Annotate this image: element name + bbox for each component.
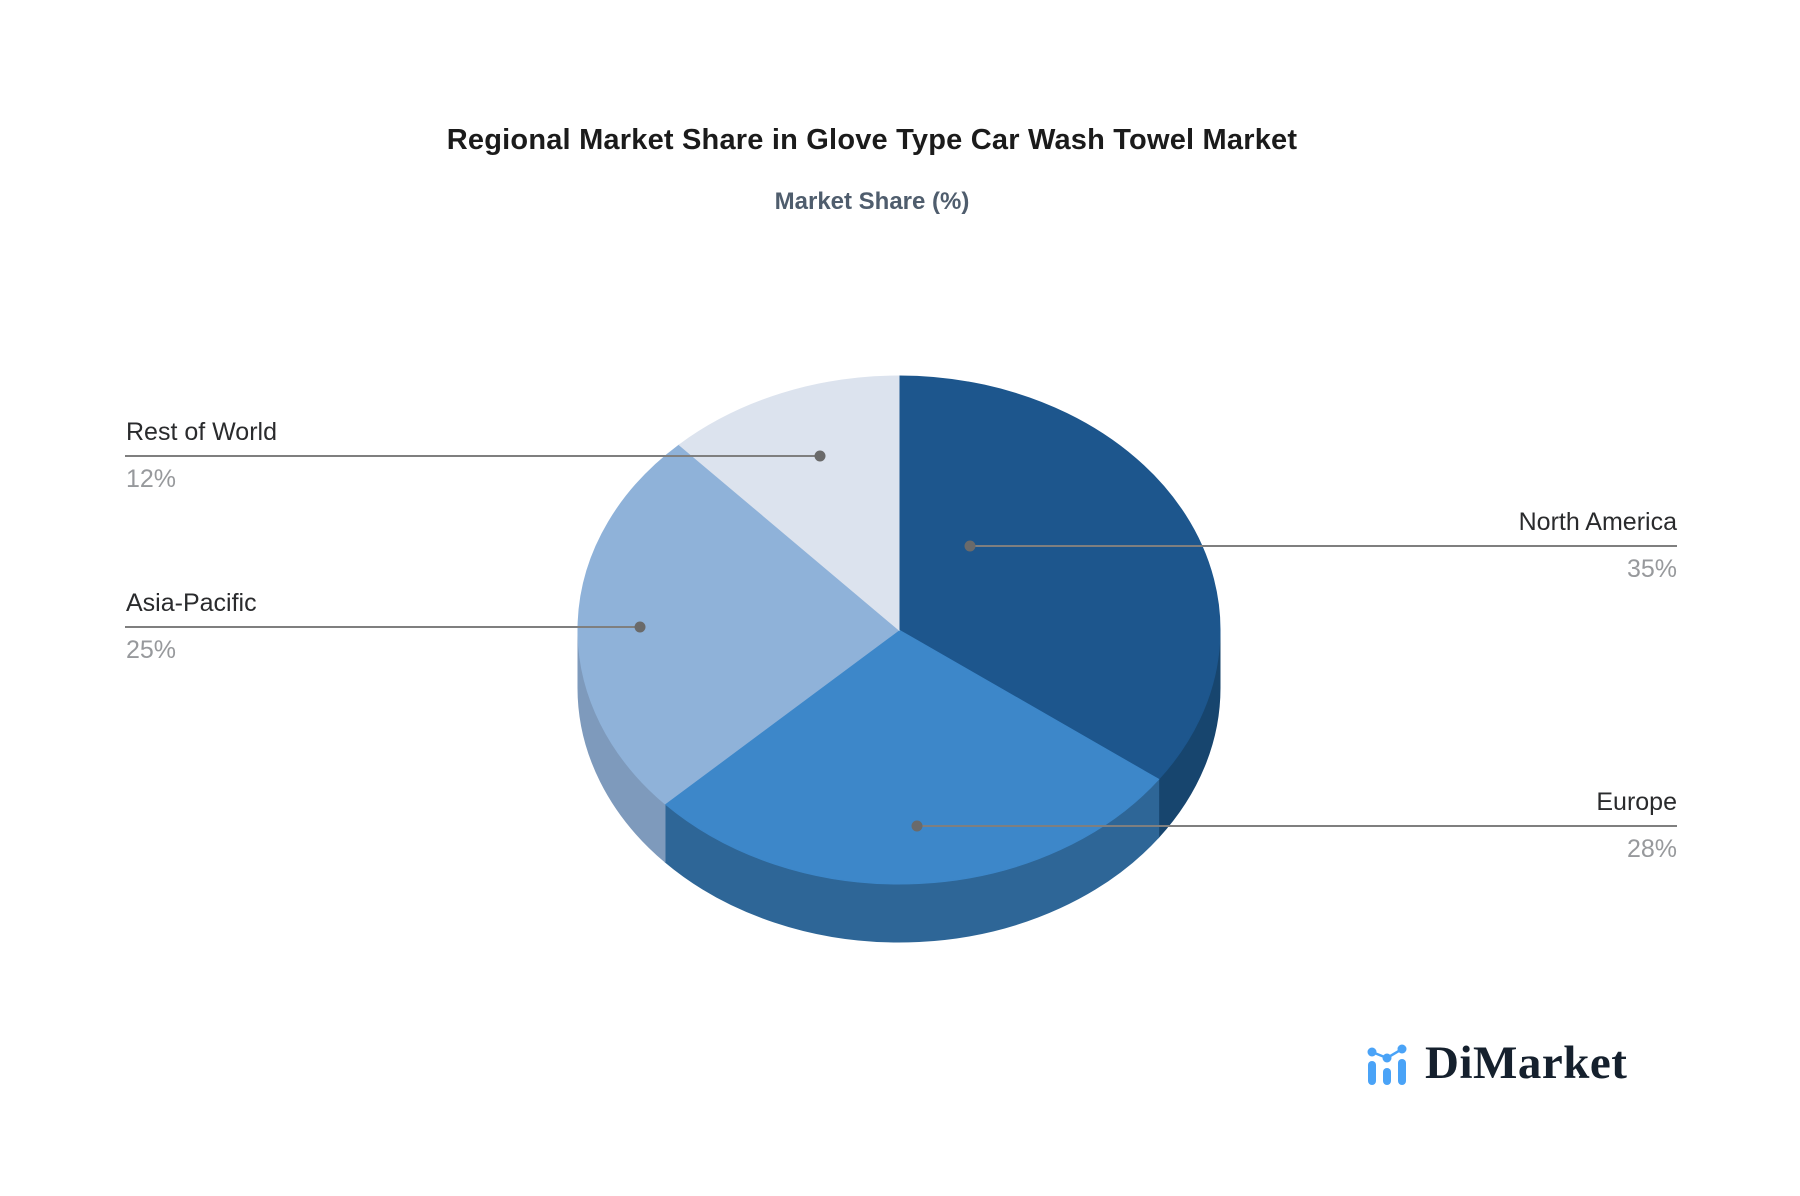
pie-slice-north-america[interactable]: [898, 375, 1221, 780]
dimarket-logo: DiMarket: [1366, 1040, 1627, 1087]
pie-slice-europe[interactable]: [664, 629, 1160, 885]
leader-dot-europe: [911, 820, 923, 832]
slice-pct-rest-of-world: 12%: [126, 465, 177, 493]
pie-slice-rest-of-world[interactable]: [678, 375, 900, 632]
slice-label-asia-pacific: Asia-Pacific: [126, 589, 257, 617]
slice-label-north-america: North America: [1518, 508, 1677, 536]
leader-dot-rest-of-world: [814, 450, 826, 462]
slice-pct-asia-pacific: 25%: [126, 636, 177, 664]
chart-subtitle: Market Share (%): [774, 188, 970, 215]
bar-line-chart-icon: [1367, 1044, 1407, 1085]
slice-label-rest-of-world: Rest of World: [126, 418, 277, 446]
logo-wordmark: DiMarket: [1425, 1037, 1628, 1089]
chart-title: Regional Market Share in Glove Type Car …: [446, 124, 1298, 156]
leader-dot-asia-pacific: [634, 621, 646, 633]
slice-label-europe: Europe: [1596, 788, 1677, 816]
slice-pct-europe: 28%: [1626, 835, 1677, 863]
leader-dot-north-america: [964, 540, 976, 552]
pie-slice-asia-pacific[interactable]: [577, 444, 900, 805]
slice-pct-north-america: 35%: [1626, 555, 1677, 583]
